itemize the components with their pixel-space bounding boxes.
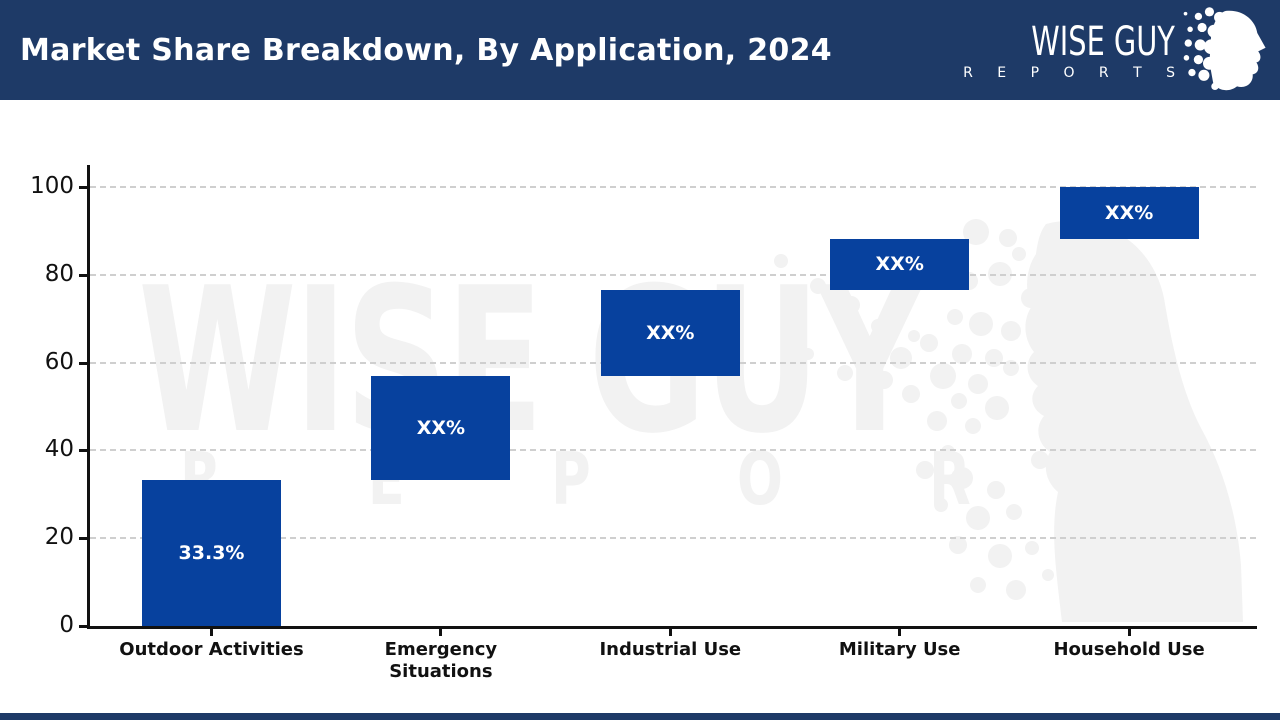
y-tick-mark	[79, 361, 88, 365]
x-category-label: Military Use	[838, 639, 961, 660]
y-tick-mark	[79, 449, 88, 453]
brand-head-icon	[1183, 7, 1266, 91]
bar-value-label: XX%	[416, 417, 466, 439]
bar-1: 33.3%	[142, 479, 281, 626]
brand-wordmark: WISE GUY	[1031, 19, 1175, 65]
y-tick-mark	[79, 625, 88, 628]
bar-value-label: XX%	[646, 321, 695, 344]
bar-3: XX%	[600, 289, 740, 377]
bar-value-label: XX%	[1104, 201, 1154, 224]
header-bar: Market Share Breakdown, By Application, …	[0, 0, 1280, 100]
page-title: Market Share Breakdown, By Application, …	[20, 32, 832, 68]
watermark-wordmark: WISE GUY	[138, 245, 922, 478]
x-category-label: Household Use	[1053, 639, 1205, 660]
brand-logo: WISE GUY R E P O R T S	[963, 0, 1272, 100]
x-tick-mark	[898, 628, 902, 636]
y-tick-mark	[79, 273, 88, 277]
bar-value-label: XX%	[875, 253, 924, 276]
gridline-80	[90, 273, 1256, 276]
bar-2: XX%	[371, 376, 511, 480]
x-category-label: Industrial Use	[599, 639, 742, 660]
y-tick-label: 60	[44, 348, 74, 375]
y-tick-label: 100	[30, 173, 74, 199]
brand-logo-text: WISE GUY R E P O R T S	[963, 22, 1175, 81]
bar-4: XX%	[830, 238, 970, 290]
y-axis-line	[87, 165, 90, 629]
x-axis-line	[87, 626, 1257, 629]
y-tick-mark	[79, 186, 88, 189]
bar-5: XX%	[1059, 187, 1199, 239]
x-tick-mark	[1127, 628, 1131, 636]
y-tick-label: 0	[59, 612, 74, 638]
gridline-100	[90, 186, 1256, 188]
gridline-20	[90, 537, 1256, 540]
x-tick-mark	[210, 628, 213, 636]
brand-reports-text: R E P O R T S	[963, 65, 1185, 81]
x-tick-mark	[439, 628, 443, 636]
footer-bar	[0, 713, 1280, 720]
y-tick-mark	[79, 537, 88, 541]
x-tick-mark	[668, 628, 672, 636]
y-tick-label: 20	[44, 524, 74, 551]
x-category-label: Emergency Situations	[384, 639, 498, 682]
bar-value-label: 33.3%	[178, 541, 245, 564]
x-category-label: Outdoor Activities	[119, 639, 304, 660]
gridline-40	[90, 449, 1256, 452]
y-tick-label: 80	[44, 260, 74, 287]
y-tick-label: 40	[44, 436, 74, 463]
